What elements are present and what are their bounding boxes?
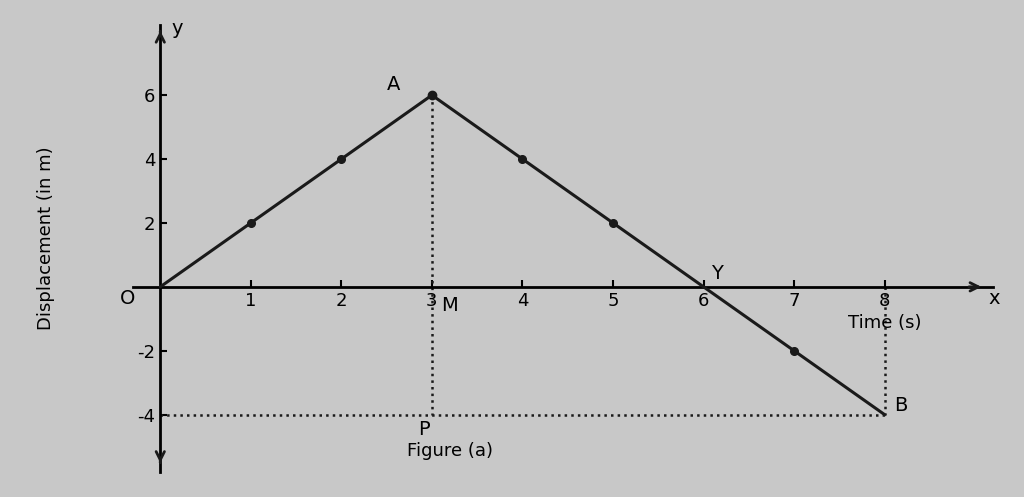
Text: x: x <box>989 289 1000 308</box>
Text: y: y <box>171 19 182 38</box>
Text: A: A <box>387 76 400 94</box>
Text: Time (s): Time (s) <box>849 315 922 332</box>
Text: O: O <box>120 289 135 309</box>
Text: Displacement (in m): Displacement (in m) <box>37 147 55 331</box>
Text: Y: Y <box>711 264 723 283</box>
Text: M: M <box>441 296 458 315</box>
Text: B: B <box>894 397 907 415</box>
Text: Figure (a): Figure (a) <box>407 442 493 460</box>
Text: P: P <box>419 420 430 439</box>
